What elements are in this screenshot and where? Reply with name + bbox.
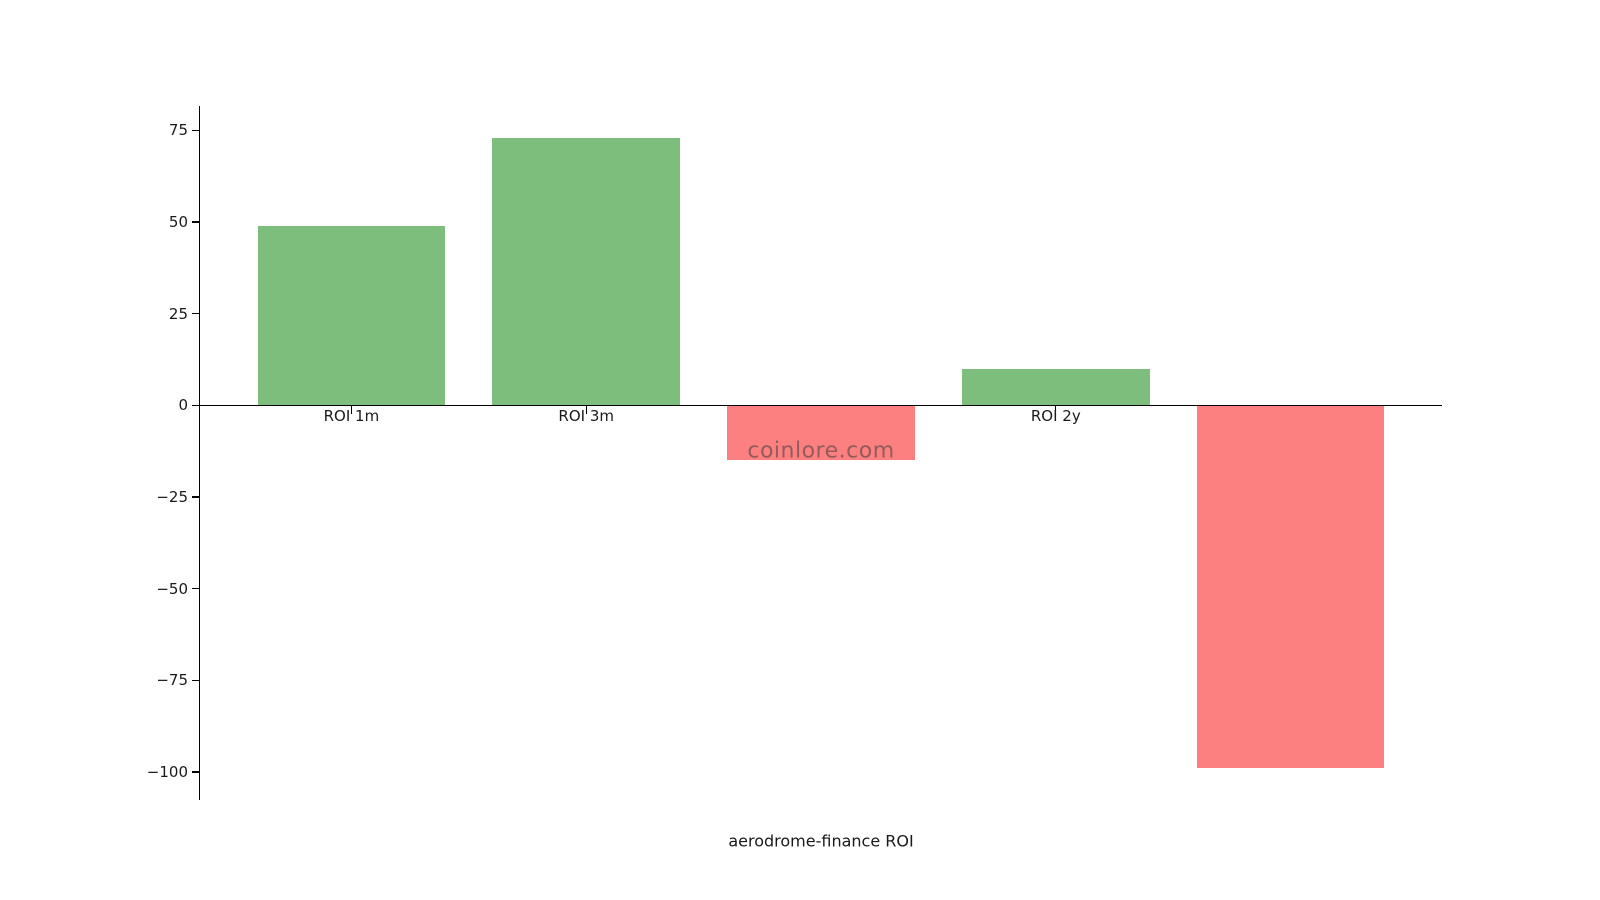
y-axis-line	[199, 106, 201, 800]
y-tick-label-−75: −75	[156, 671, 188, 690]
bar-2-roi-3m	[492, 137, 681, 406]
y-tick-mark-−100	[192, 771, 200, 773]
plot-area: ROI 1m ROI 3m ROI 2y 75 50 25 0 −25 −50 −75 −100	[147, 106, 1442, 800]
bar-4-roi-2y	[961, 368, 1150, 406]
x-tick-mark-1	[350, 405, 353, 415]
bar-5	[1196, 405, 1385, 769]
bar-1-roi-1m	[257, 225, 446, 406]
x-tick-label-roi-1m: ROI 1m	[323, 407, 380, 426]
y-tick-mark-−50	[192, 588, 200, 590]
y-tick-mark-75	[192, 129, 200, 131]
coinlore-watermark: coinlore.com	[747, 438, 895, 464]
x-tick-label-roi-3m: ROI 3m	[558, 407, 614, 426]
y-tick-mark-25	[192, 312, 200, 315]
y-tick-mark-−75	[192, 679, 200, 682]
x-tick-mark-2	[585, 405, 587, 415]
y-tick-label-−50: −50	[156, 579, 188, 598]
y-tick-mark-50	[192, 221, 200, 223]
x-axis-zero-line	[200, 404, 1442, 406]
y-tick-label-−25: −25	[156, 488, 188, 507]
chart-title: aerodrome-finance ROI	[728, 831, 914, 851]
bar-3	[727, 405, 915, 461]
y-tick-label-0: 0	[178, 396, 188, 415]
y-tick-label-50: 50	[168, 212, 188, 231]
y-tick-mark-0	[192, 404, 200, 406]
y-tick-mark-−25	[192, 496, 200, 498]
x-tick-mark-4	[1055, 405, 1057, 415]
x-tick-label-roi-2y: ROI 2y	[1030, 407, 1081, 426]
y-tick-label-25: 25	[168, 304, 188, 323]
y-tick-label-−100: −100	[146, 763, 188, 782]
y-tick-label-75: 75	[168, 121, 188, 140]
